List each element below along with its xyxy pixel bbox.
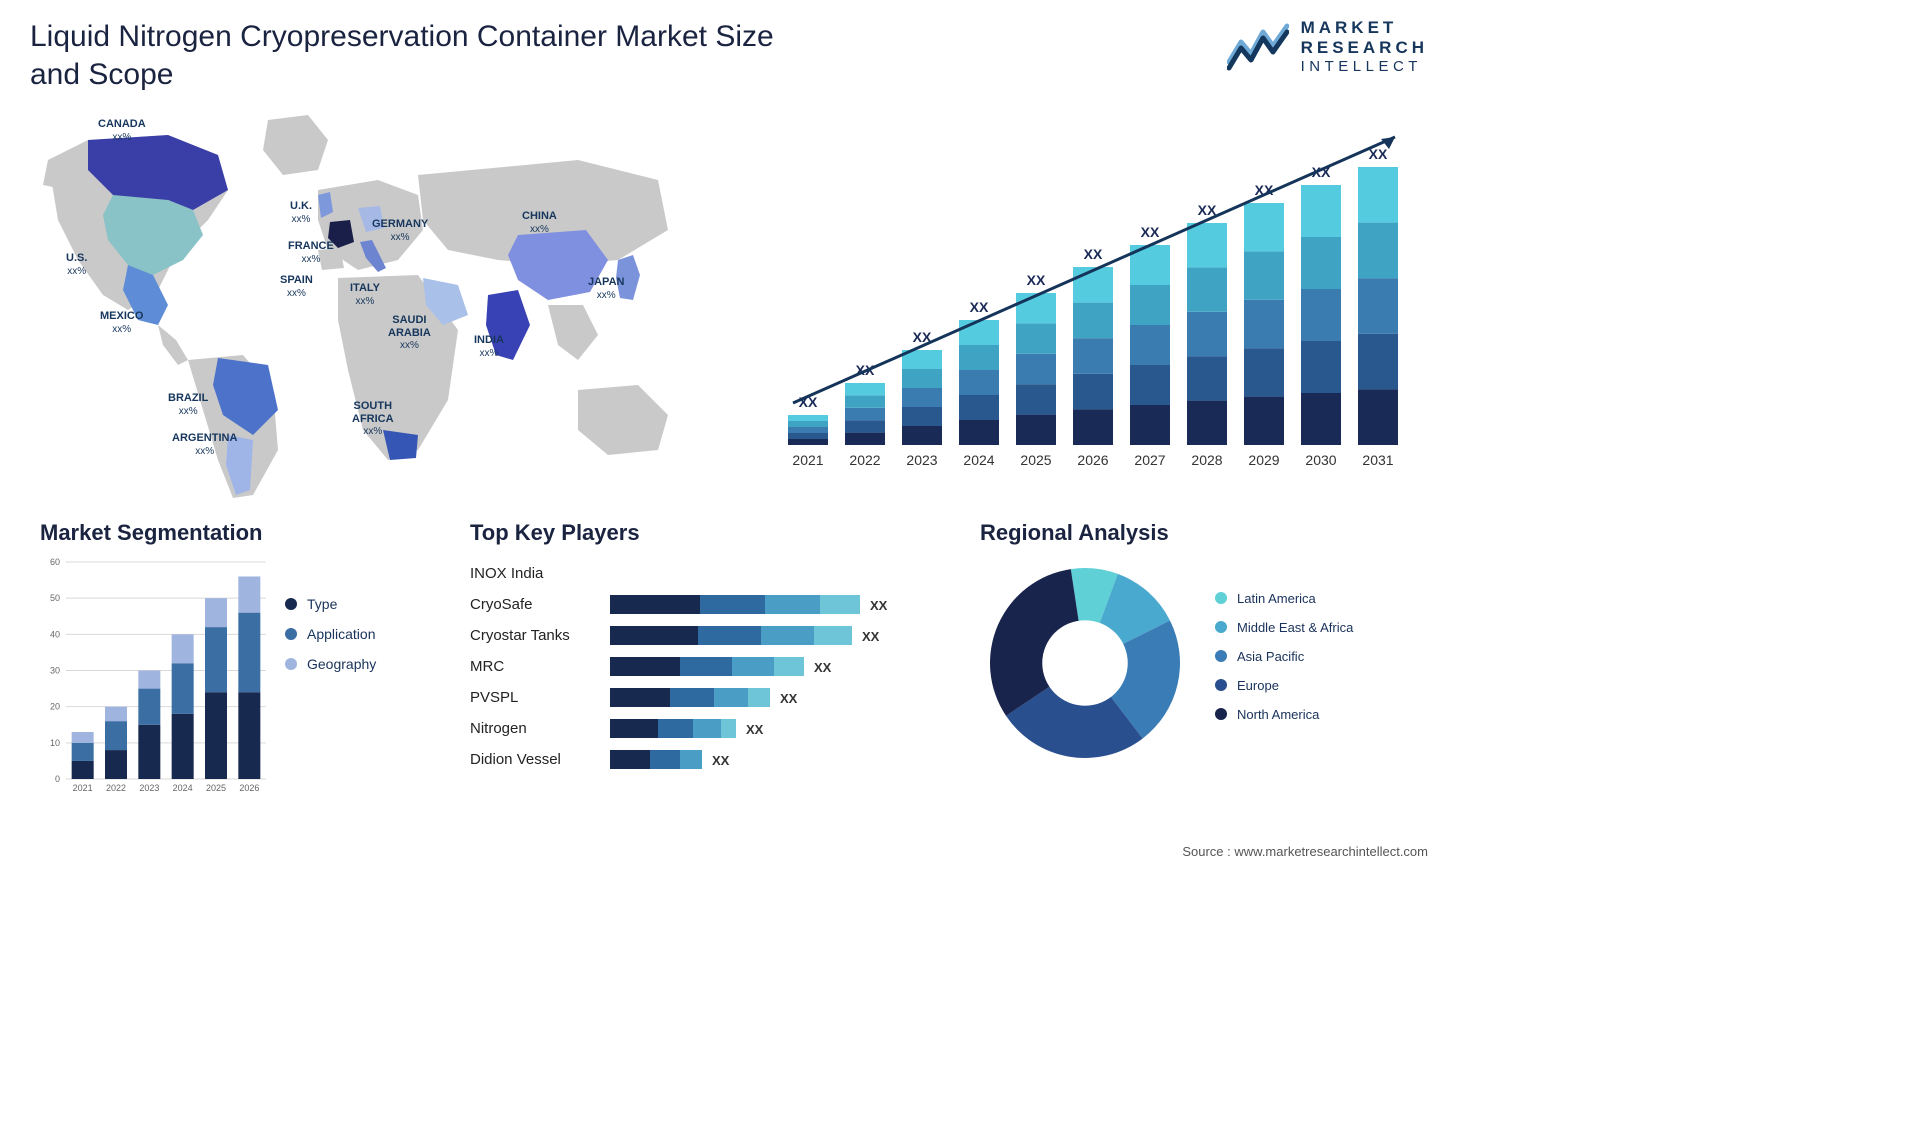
map-label: CHINAxx% — [522, 210, 557, 235]
logo-mark-icon — [1227, 22, 1289, 72]
svg-text:XX: XX — [870, 598, 888, 613]
legend-item: Application — [285, 626, 376, 642]
svg-text:2026: 2026 — [1077, 452, 1108, 468]
svg-text:2024: 2024 — [173, 783, 193, 793]
map-label: U.S.xx% — [66, 252, 87, 277]
svg-text:XX: XX — [1027, 272, 1046, 288]
map-label: GERMANYxx% — [372, 218, 428, 243]
map-label: U.K.xx% — [290, 200, 312, 225]
regional-section: Regional Analysis Latin America Middle Ea… — [980, 520, 1420, 768]
segmentation-chart: 0 10 20 30 40 50 60 2021 2022 2023 2024 2025 2026 — [40, 556, 270, 801]
map-label: ITALYxx% — [350, 282, 380, 307]
svg-text:XX: XX — [712, 753, 730, 768]
svg-text:2022: 2022 — [106, 783, 126, 793]
svg-text:10: 10 — [50, 738, 60, 748]
page-title: Liquid Nitrogen Cryopreservation Contain… — [30, 18, 810, 93]
map-label: INDIAxx% — [474, 334, 504, 359]
player-name: Didion Vessel — [470, 744, 610, 775]
segmentation-section: Market Segmentation 0 10 20 30 40 50 60 2021 202… — [40, 520, 480, 801]
world-map: CANADAxx% U.S.xx% MEXICOxx% BRAZILxx% ARGENT… — [18, 100, 698, 500]
svg-text:2026: 2026 — [239, 783, 259, 793]
legend-item: Asia Pacific — [1215, 649, 1353, 664]
map-label: CANADAxx% — [98, 118, 146, 143]
svg-text:XX: XX — [1084, 246, 1103, 262]
logo-line3: INTELLECT — [1301, 58, 1428, 75]
map-label: SPAINxx% — [280, 274, 313, 299]
svg-text:2029: 2029 — [1248, 452, 1279, 468]
svg-text:60: 60 — [50, 557, 60, 567]
player-name: MRC — [470, 651, 610, 682]
svg-text:XX: XX — [814, 660, 832, 675]
player-name: CryoSafe — [470, 589, 610, 620]
svg-text:XX: XX — [970, 299, 989, 315]
market-size-chart: XX2021XX2022XX2023XX2024XX2025XX2026XX20… — [778, 105, 1418, 475]
map-label: FRANCExx% — [288, 240, 334, 265]
players-chart: XX XX XX XX XX XX — [610, 558, 940, 778]
legend-item: Latin America — [1215, 591, 1353, 606]
brand-logo: MARKET RESEARCH INTELLECT — [1227, 18, 1428, 75]
svg-text:XX: XX — [862, 629, 880, 644]
regional-heading: Regional Analysis — [980, 520, 1420, 546]
svg-text:XX: XX — [746, 722, 764, 737]
svg-text:2027: 2027 — [1134, 452, 1165, 468]
svg-text:XX: XX — [1141, 224, 1160, 240]
source-text: Source : www.marketresearchintellect.com — [1182, 844, 1428, 859]
svg-text:2024: 2024 — [963, 452, 994, 468]
players-heading: Top Key Players — [470, 520, 970, 546]
svg-text:2023: 2023 — [906, 452, 937, 468]
svg-text:2023: 2023 — [139, 783, 159, 793]
segmentation-legend: Type Application Geography — [285, 596, 376, 801]
map-label: MEXICOxx% — [100, 310, 143, 335]
svg-text:2021: 2021 — [73, 783, 93, 793]
map-label: SAUDIARABIAxx% — [388, 314, 431, 352]
svg-text:20: 20 — [50, 702, 60, 712]
map-label: SOUTHAFRICAxx% — [352, 400, 394, 438]
legend-item: Type — [285, 596, 376, 612]
legend-item: Geography — [285, 656, 376, 672]
logo-line2: RESEARCH — [1301, 38, 1428, 58]
segmentation-heading: Market Segmentation — [40, 520, 480, 546]
svg-text:50: 50 — [50, 593, 60, 603]
svg-text:2030: 2030 — [1305, 452, 1336, 468]
map-label: ARGENTINAxx% — [172, 432, 237, 457]
legend-item: Europe — [1215, 678, 1353, 693]
players-section: Top Key Players INOX IndiaCryoSafeCryost… — [470, 520, 970, 778]
svg-text:0: 0 — [55, 774, 60, 784]
svg-text:2028: 2028 — [1191, 452, 1222, 468]
regional-legend: Latin America Middle East & Africa Asia Pa… — [1215, 591, 1353, 736]
map-label: BRAZILxx% — [168, 392, 208, 417]
player-name: Nitrogen — [470, 713, 610, 744]
svg-text:40: 40 — [50, 629, 60, 639]
svg-text:2025: 2025 — [1020, 452, 1051, 468]
svg-text:2022: 2022 — [849, 452, 880, 468]
player-name: PVSPL — [470, 682, 610, 713]
legend-item: North America — [1215, 707, 1353, 722]
player-name: INOX India — [470, 558, 610, 589]
svg-text:2025: 2025 — [206, 783, 226, 793]
svg-text:2031: 2031 — [1362, 452, 1393, 468]
players-list: INOX IndiaCryoSafeCryostar TanksMRCPVSPL… — [470, 558, 610, 778]
svg-text:2021: 2021 — [792, 452, 823, 468]
map-label: JAPANxx% — [588, 276, 624, 301]
player-name: Cryostar Tanks — [470, 620, 610, 651]
svg-text:XX: XX — [780, 691, 798, 706]
logo-line1: MARKET — [1301, 18, 1428, 38]
svg-text:30: 30 — [50, 666, 60, 676]
regional-donut — [980, 558, 1190, 768]
legend-item: Middle East & Africa — [1215, 620, 1353, 635]
